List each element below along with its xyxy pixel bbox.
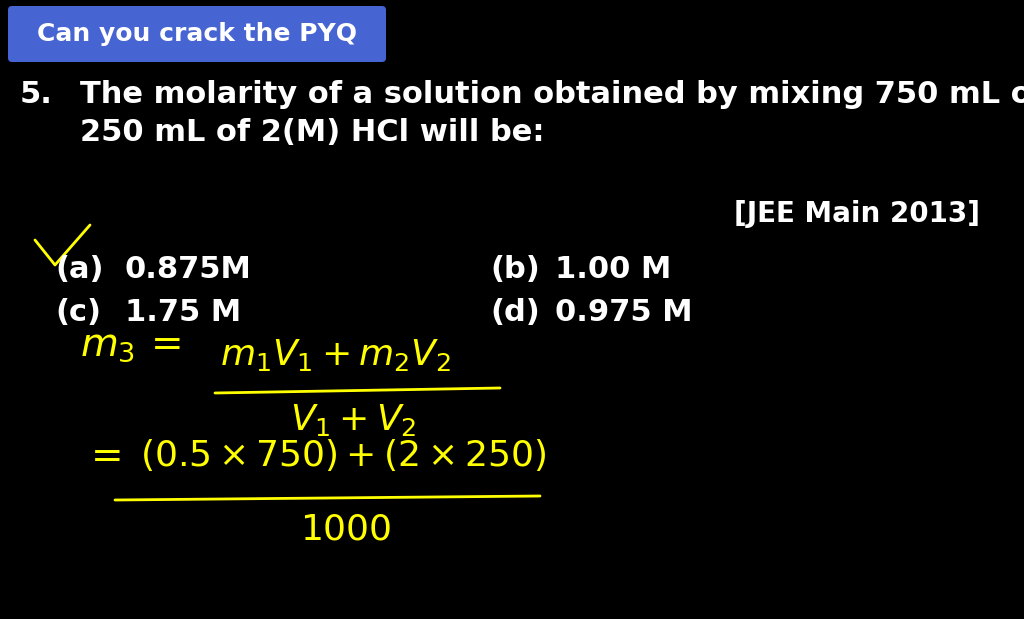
Text: Can you crack the PYQ: Can you crack the PYQ	[37, 22, 357, 46]
Text: $=$: $=$	[83, 436, 121, 474]
Text: (a): (a)	[55, 255, 103, 284]
Text: [JEE Main 2013]: [JEE Main 2013]	[734, 200, 980, 228]
FancyBboxPatch shape	[8, 6, 386, 62]
Text: 1.00 M: 1.00 M	[555, 255, 672, 284]
Text: $1000$: $1000$	[300, 513, 391, 547]
Text: (d): (d)	[490, 298, 540, 327]
Text: 5.: 5.	[20, 80, 53, 109]
Text: $\mathit{V}_1 + \mathit{V}_2$: $\mathit{V}_1 + \mathit{V}_2$	[290, 402, 417, 438]
Text: The molarity of a solution obtained by mixing 750 mL of 0.5 (M) HCl with: The molarity of a solution obtained by m…	[80, 80, 1024, 109]
Text: 0.975 M: 0.975 M	[555, 298, 692, 327]
Text: 0.875M: 0.875M	[125, 255, 252, 284]
Text: 250 mL of 2​(M) HCl will be:: 250 mL of 2​(M) HCl will be:	[80, 118, 545, 147]
Text: $\mathit{m}_3\,=$: $\mathit{m}_3\,=$	[80, 326, 180, 364]
Text: (c): (c)	[55, 298, 101, 327]
Text: 1.75 M: 1.75 M	[125, 298, 242, 327]
Text: (b): (b)	[490, 255, 540, 284]
Text: $\mathit{m}_1\mathit{V}_1 + \mathit{m}_2\mathit{V}_2$: $\mathit{m}_1\mathit{V}_1 + \mathit{m}_2…	[220, 337, 451, 373]
Text: $(0.5\times750) + (2\times250)$: $(0.5\times750) + (2\times250)$	[140, 437, 547, 473]
